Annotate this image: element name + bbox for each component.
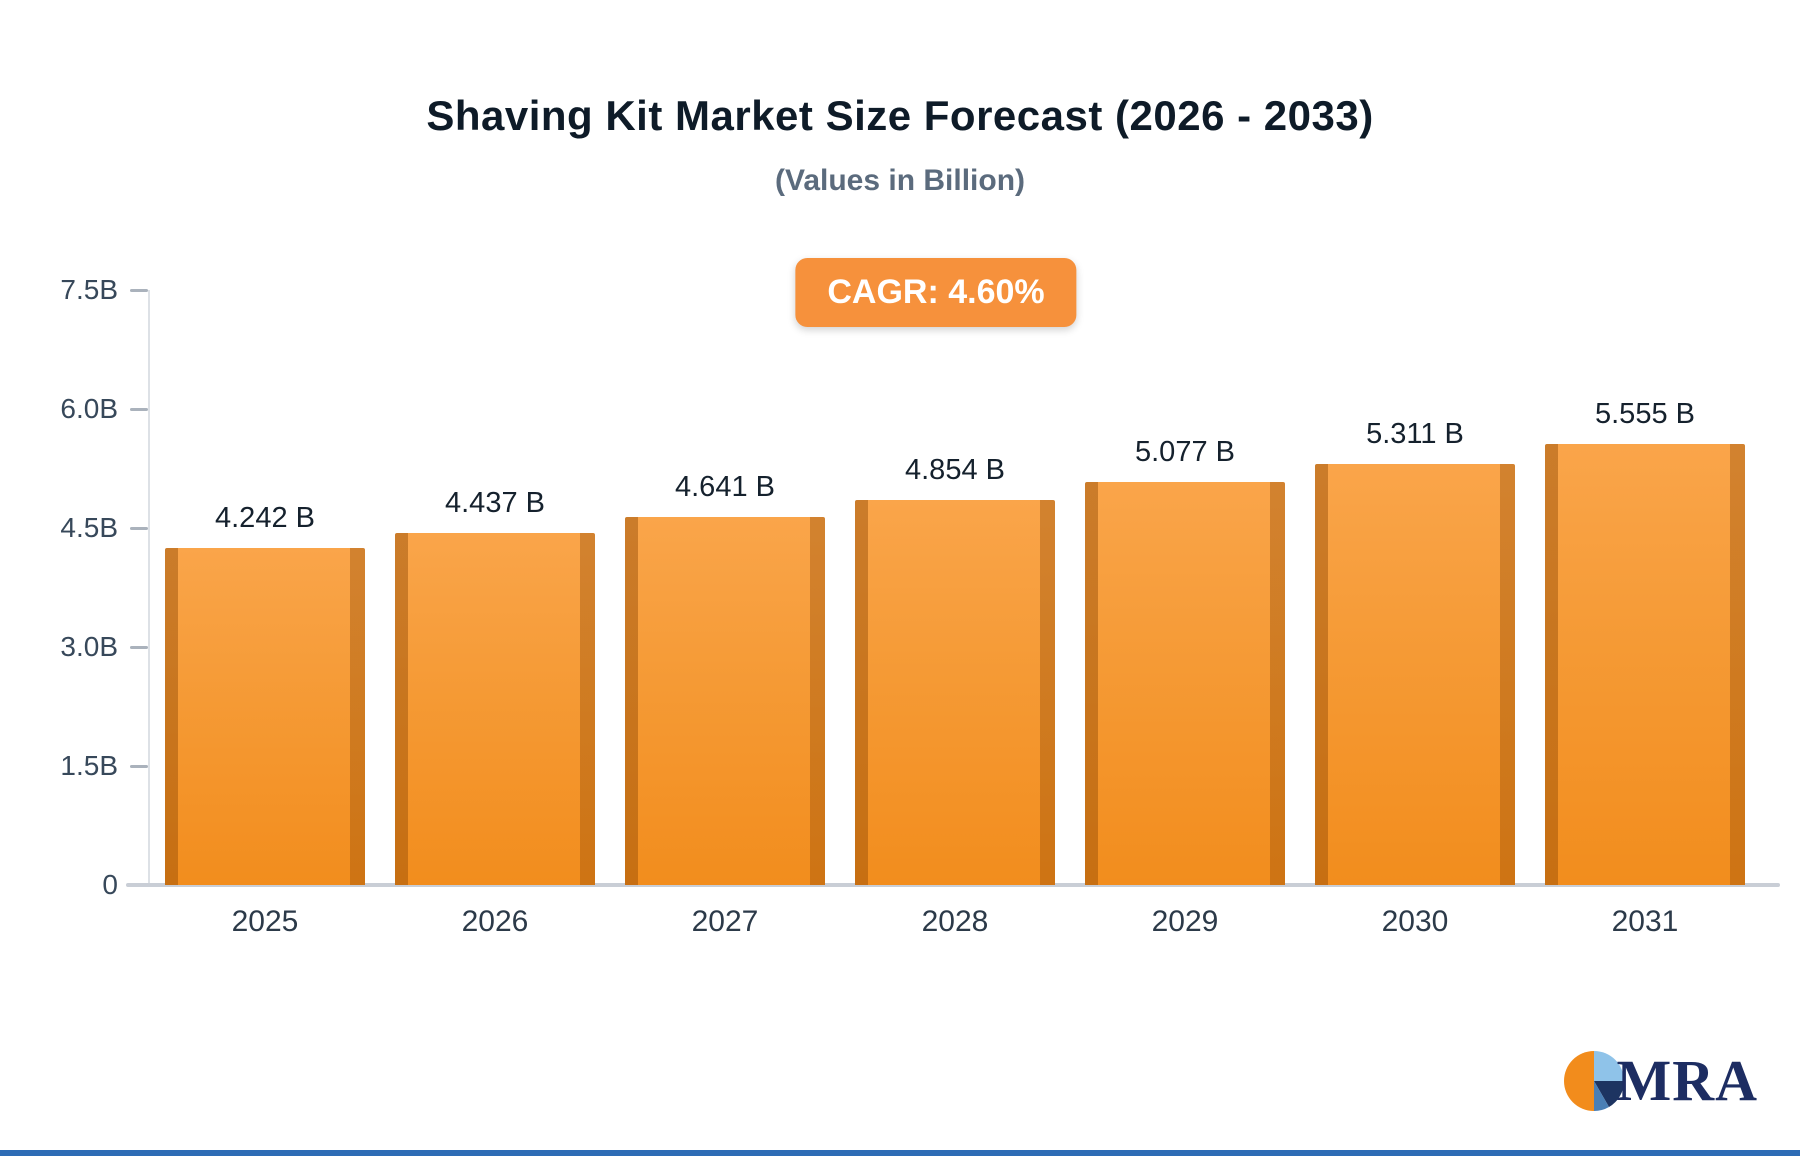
pie-logo-icon — [1564, 1050, 1625, 1111]
bar-slot: 4.854 B — [840, 290, 1070, 885]
x-tick-label: 2030 — [1381, 905, 1449, 938]
brand-logo: MRA — [1562, 1047, 1758, 1114]
y-tick-label: 0 — [102, 869, 118, 900]
y-tick: 3.0B — [0, 631, 148, 663]
x-tick-label: 2028 — [921, 905, 989, 938]
bar-2028 — [855, 499, 1055, 885]
x-tick-label: 2029 — [1151, 905, 1219, 938]
bars-row: 4.242 B 4.437 B 4.641 B 4.854 B 5.077 B 5.311… — [150, 290, 1760, 885]
bar-2026 — [395, 533, 595, 885]
bar-value-label: 4.242 B — [215, 502, 315, 535]
y-tick-dash — [130, 407, 148, 411]
bar-2031 — [1545, 444, 1745, 885]
y-tick-dash — [130, 526, 148, 530]
y-tick: 4.5B — [0, 512, 148, 544]
y-axis: 7.5B 6.0B 4.5B 3.0B 1.5B 0 — [0, 274, 148, 900]
bar-2025 — [165, 548, 365, 885]
x-tick-label: 2026 — [461, 905, 529, 938]
bar-value-label: 5.555 B — [1595, 398, 1695, 431]
x-tick-label: 2027 — [691, 905, 759, 938]
x-tick-label: 2031 — [1611, 905, 1679, 938]
bar-slot: 4.641 B — [610, 290, 840, 885]
brand-logo-text: MRA — [1616, 1048, 1758, 1113]
bar-2029 — [1085, 482, 1285, 885]
bar-2030 — [1315, 463, 1515, 885]
bar-slot: 5.077 B — [1070, 290, 1300, 885]
y-tick-label: 6.0B — [60, 393, 118, 424]
cagr-badge: CAGR: 4.60% — [795, 258, 1077, 327]
y-axis-line — [148, 290, 150, 885]
bottom-accent-bar — [0, 1150, 1800, 1156]
x-axis-labels: 2025 2026 2027 2028 2029 2030 2031 — [150, 905, 1760, 939]
y-tick: 1.5B — [0, 750, 148, 782]
y-tick: 6.0B — [0, 393, 148, 425]
bar-value-label: 5.077 B — [1135, 436, 1235, 469]
bar-value-label: 5.311 B — [1366, 417, 1464, 450]
y-tick-dash — [130, 645, 148, 649]
bar-slot: 4.437 B — [380, 290, 610, 885]
chart-title: Shaving Kit Market Size Forecast (2026 -… — [426, 92, 1374, 139]
bar-slot: 4.242 B — [150, 290, 380, 885]
bar-slot: 5.311 B — [1300, 290, 1530, 885]
bar-slot: 5.555 B — [1530, 290, 1760, 885]
x-axis-line — [126, 883, 1780, 887]
bar-value-label: 4.854 B — [905, 453, 1005, 486]
chart-subtitle: (Values in Billion) — [774, 164, 1026, 197]
y-tick-label: 1.5B — [60, 750, 118, 781]
bar-value-label: 4.641 B — [675, 470, 775, 503]
y-tick-label: 7.5B — [60, 274, 118, 305]
y-tick-label: 3.0B — [60, 631, 118, 662]
x-tick-label: 2025 — [231, 905, 299, 938]
y-tick-dash — [130, 288, 148, 292]
y-tick-label: 4.5B — [60, 512, 118, 543]
bar-2027 — [625, 516, 825, 885]
y-tick: 7.5B — [0, 274, 148, 306]
y-tick-dash — [130, 764, 148, 768]
bar-value-label: 4.437 B — [445, 487, 545, 519]
